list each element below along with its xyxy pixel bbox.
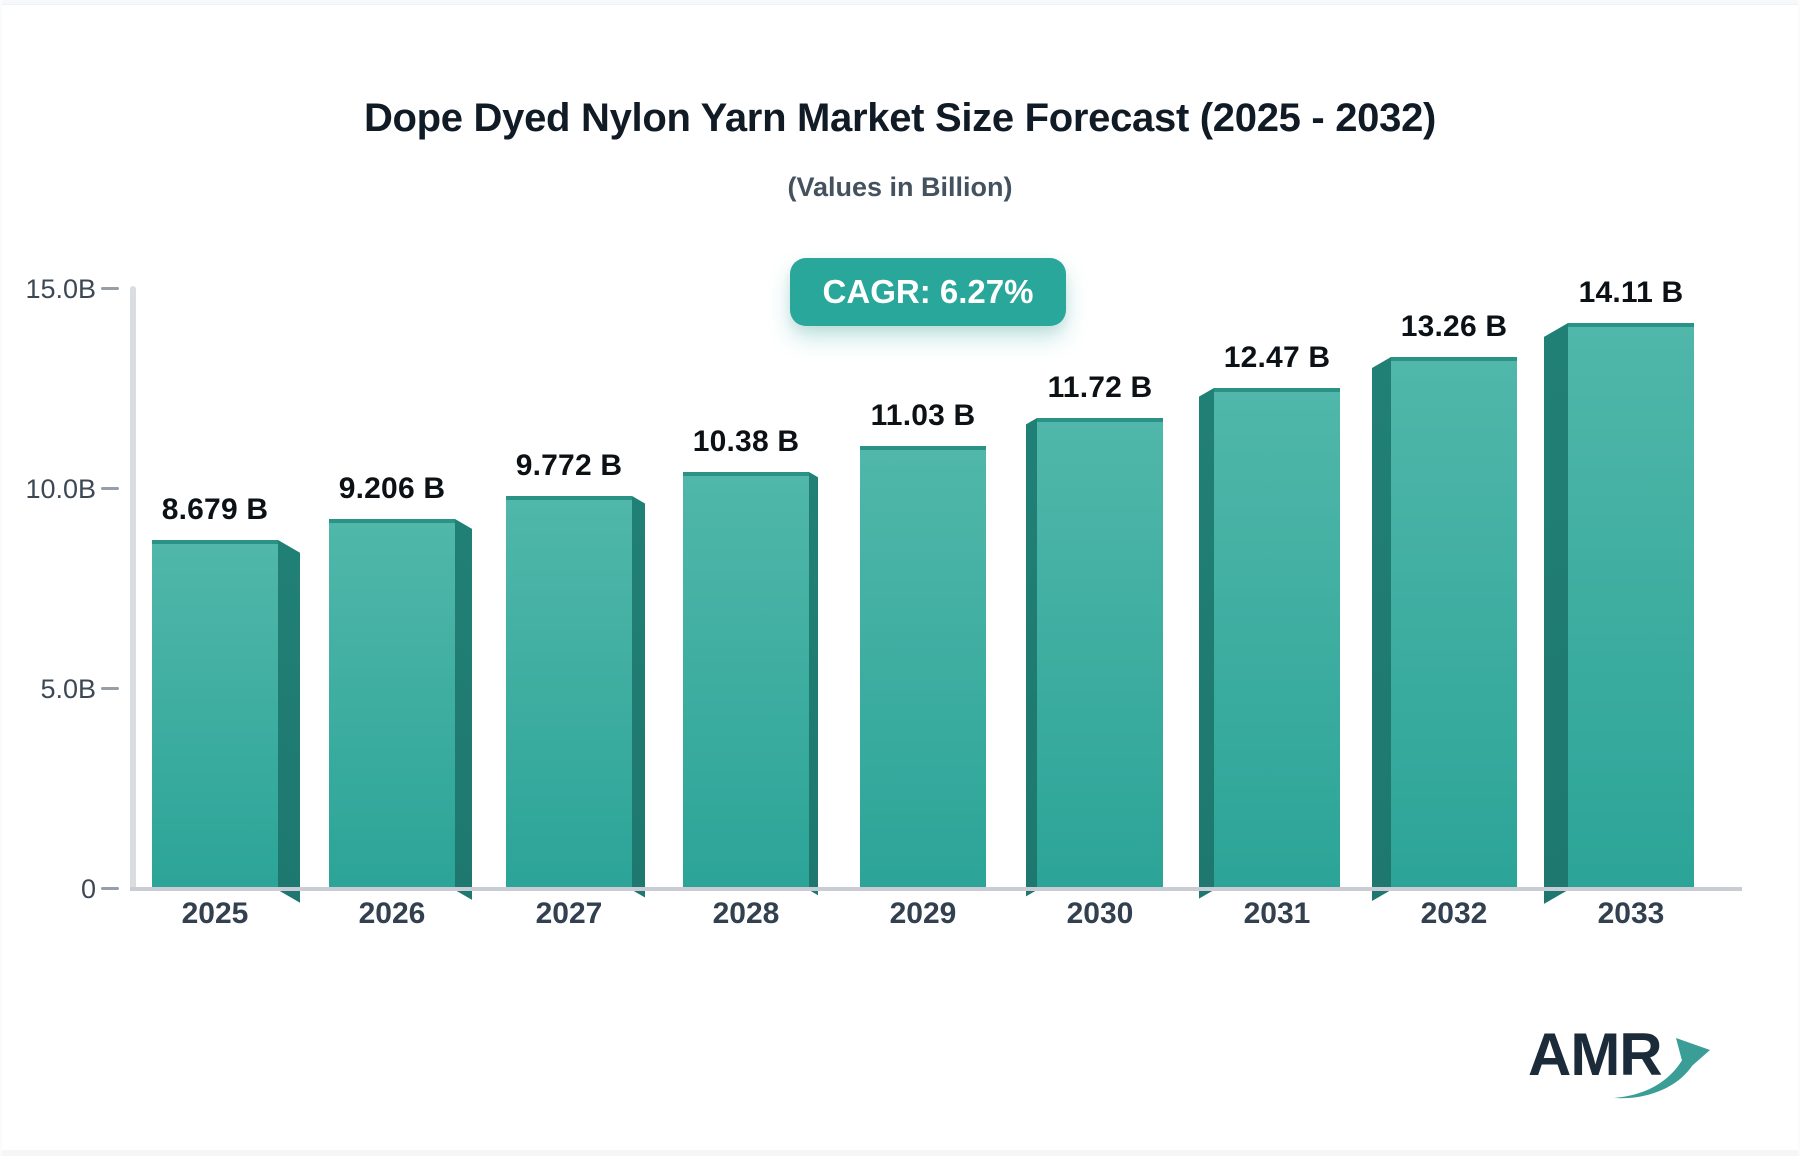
y-tick-dash [101,687,119,690]
amr-logo: AMR [1528,1024,1728,1114]
x-tick-label: 2028 [712,897,780,930]
x-tick-label: 2031 [1243,897,1311,930]
page-right-border [1798,0,1800,1156]
x-tick-label: 2030 [1066,897,1134,930]
page-top-border [0,0,1800,5]
growth-arrow-icon [1614,1038,1710,1099]
page-bottom-border [0,1150,1800,1156]
y-tick-dash [101,887,119,890]
y-tick-dash [101,487,119,490]
bar-side-face [1372,357,1391,901]
bar-value-label: 9.206 B [338,472,446,505]
bar-side-face [455,519,472,900]
bar-2027 [506,496,632,890]
x-tick-label: 2033 [1597,897,1665,930]
bar-side-face [1026,418,1037,897]
bar-side-face [1199,388,1214,899]
page-left-border [0,0,2,1156]
x-tick-label: 2027 [535,897,603,930]
bar-2032 [1391,357,1517,890]
y-axis-line [130,286,136,891]
bar-value-label: 13.26 B [1400,310,1508,343]
x-tick-label: 2032 [1420,897,1488,930]
y-tick-dash [101,287,119,290]
chart-subtitle: (Values in Billion) [787,172,1013,202]
x-axis-baseline [130,887,1742,891]
amr-logo-text: AMR [1528,1021,1663,1088]
bar-value-label: 8.679 B [161,493,269,526]
y-tick-label: 15.0B [25,274,96,304]
bar-side-face [632,496,645,898]
bar-2031 [1214,388,1340,890]
y-tick-label: 5.0B [40,674,96,704]
x-tick-label: 2026 [358,897,426,930]
bar-side-face [809,472,818,896]
chart-title: Dope Dyed Nylon Yarn Market Size Forecas… [363,96,1437,140]
y-tick-label: 10.0B [25,474,96,504]
x-tick-label: 2025 [181,897,249,930]
bar-2030 [1037,418,1163,890]
bar-value-label: 11.72 B [1047,371,1153,404]
bar-value-label: 14.11 B [1578,276,1684,309]
bar-side-face [278,540,300,903]
x-tick-label: 2029 [889,897,957,930]
bar-value-label: 12.47 B [1223,341,1331,374]
cagr-badge: CAGR: 6.27% [790,258,1066,326]
bar-2025 [152,540,278,890]
y-tick-label: 0 [80,874,96,904]
bar-value-label: 9.772 B [515,449,623,482]
bar-2026 [329,519,455,890]
bar-side-face [1544,323,1568,904]
bar-value-label: 10.38 B [692,425,800,458]
bar-value-label: 11.03 B [870,399,976,432]
bar-2028 [683,472,809,890]
bar-2033 [1568,323,1694,890]
bar-2029 [860,446,986,890]
